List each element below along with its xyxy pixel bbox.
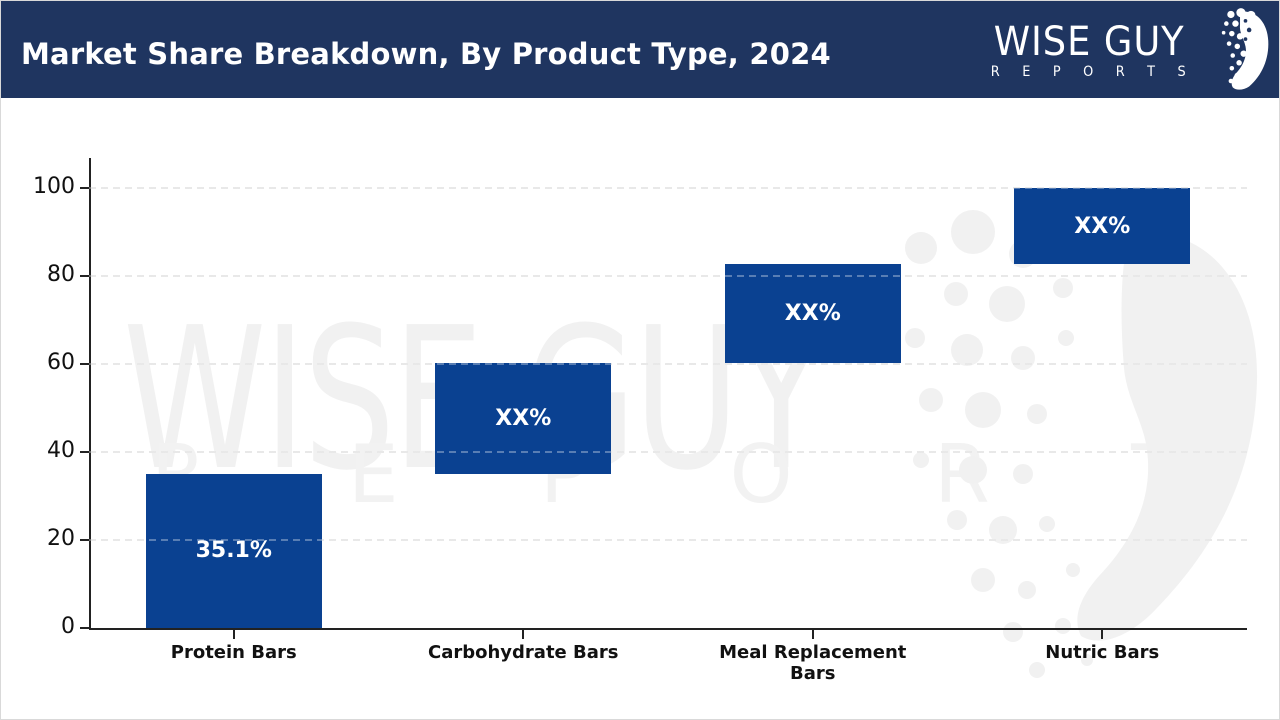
logo-head-icon bbox=[1221, 8, 1269, 90]
bar-segment: XX% bbox=[1014, 188, 1191, 265]
category-label: Meal Replacement Bars bbox=[719, 642, 907, 684]
bar-value-label: 35.1% bbox=[195, 538, 272, 564]
gridline bbox=[89, 187, 1247, 189]
bar-value-label: XX% bbox=[784, 301, 841, 327]
y-tick-label: 0 bbox=[61, 614, 75, 639]
x-tick bbox=[811, 630, 814, 639]
y-tick bbox=[80, 363, 89, 365]
category-label: Protein Bars bbox=[170, 642, 297, 663]
gridline-overlay bbox=[89, 539, 1247, 541]
logo-wordmark: WISE GUY bbox=[993, 19, 1185, 65]
y-tick-label: 20 bbox=[47, 526, 75, 551]
gridline bbox=[89, 363, 1247, 365]
bar-value-label: XX% bbox=[495, 405, 552, 431]
x-tick bbox=[232, 630, 235, 639]
waterfall-chart: WISE GUY R E P O R T S 02040608010035.1%… bbox=[1, 98, 1279, 719]
y-tick-label: 60 bbox=[47, 350, 75, 375]
logo-subtitle: R E P O R T S bbox=[990, 64, 1195, 80]
category-label: Carbohydrate Bars bbox=[428, 642, 619, 663]
y-tick-label: 40 bbox=[47, 438, 75, 463]
y-tick bbox=[80, 275, 89, 277]
y-axis-line bbox=[89, 158, 91, 630]
bar-segment: 35.1% bbox=[145, 473, 322, 628]
y-tick-label: 100 bbox=[33, 174, 75, 199]
y-tick-label: 80 bbox=[47, 262, 75, 287]
y-tick bbox=[80, 451, 89, 453]
gridline-overlay bbox=[89, 363, 1247, 365]
wise-guy-reports-logo: WISE GUY R E P O R T S bbox=[965, 7, 1271, 93]
gridline bbox=[89, 275, 1247, 277]
category-label: Nutric Bars bbox=[1045, 642, 1160, 663]
x-tick bbox=[1101, 630, 1104, 639]
header-banner: Market Share Breakdown, By Product Type,… bbox=[1, 1, 1279, 98]
gridline bbox=[89, 539, 1247, 541]
x-tick bbox=[522, 630, 525, 639]
chart-title: Market Share Breakdown, By Product Type,… bbox=[21, 37, 831, 71]
bar-value-label: XX% bbox=[1074, 213, 1131, 239]
bar-segment: XX% bbox=[724, 264, 901, 364]
bar-segment: XX% bbox=[435, 363, 612, 474]
gridline-overlay bbox=[89, 187, 1247, 189]
y-tick bbox=[80, 539, 89, 541]
gridline-overlay bbox=[89, 451, 1247, 453]
watermark-subtitle: R E P O R T S bbox=[151, 428, 1279, 521]
y-tick bbox=[80, 187, 89, 189]
y-tick bbox=[80, 627, 89, 629]
watermark-head-icon bbox=[905, 210, 1258, 678]
gridline-overlay bbox=[89, 275, 1247, 277]
x-axis-line bbox=[89, 628, 1247, 630]
gridline bbox=[89, 451, 1247, 453]
